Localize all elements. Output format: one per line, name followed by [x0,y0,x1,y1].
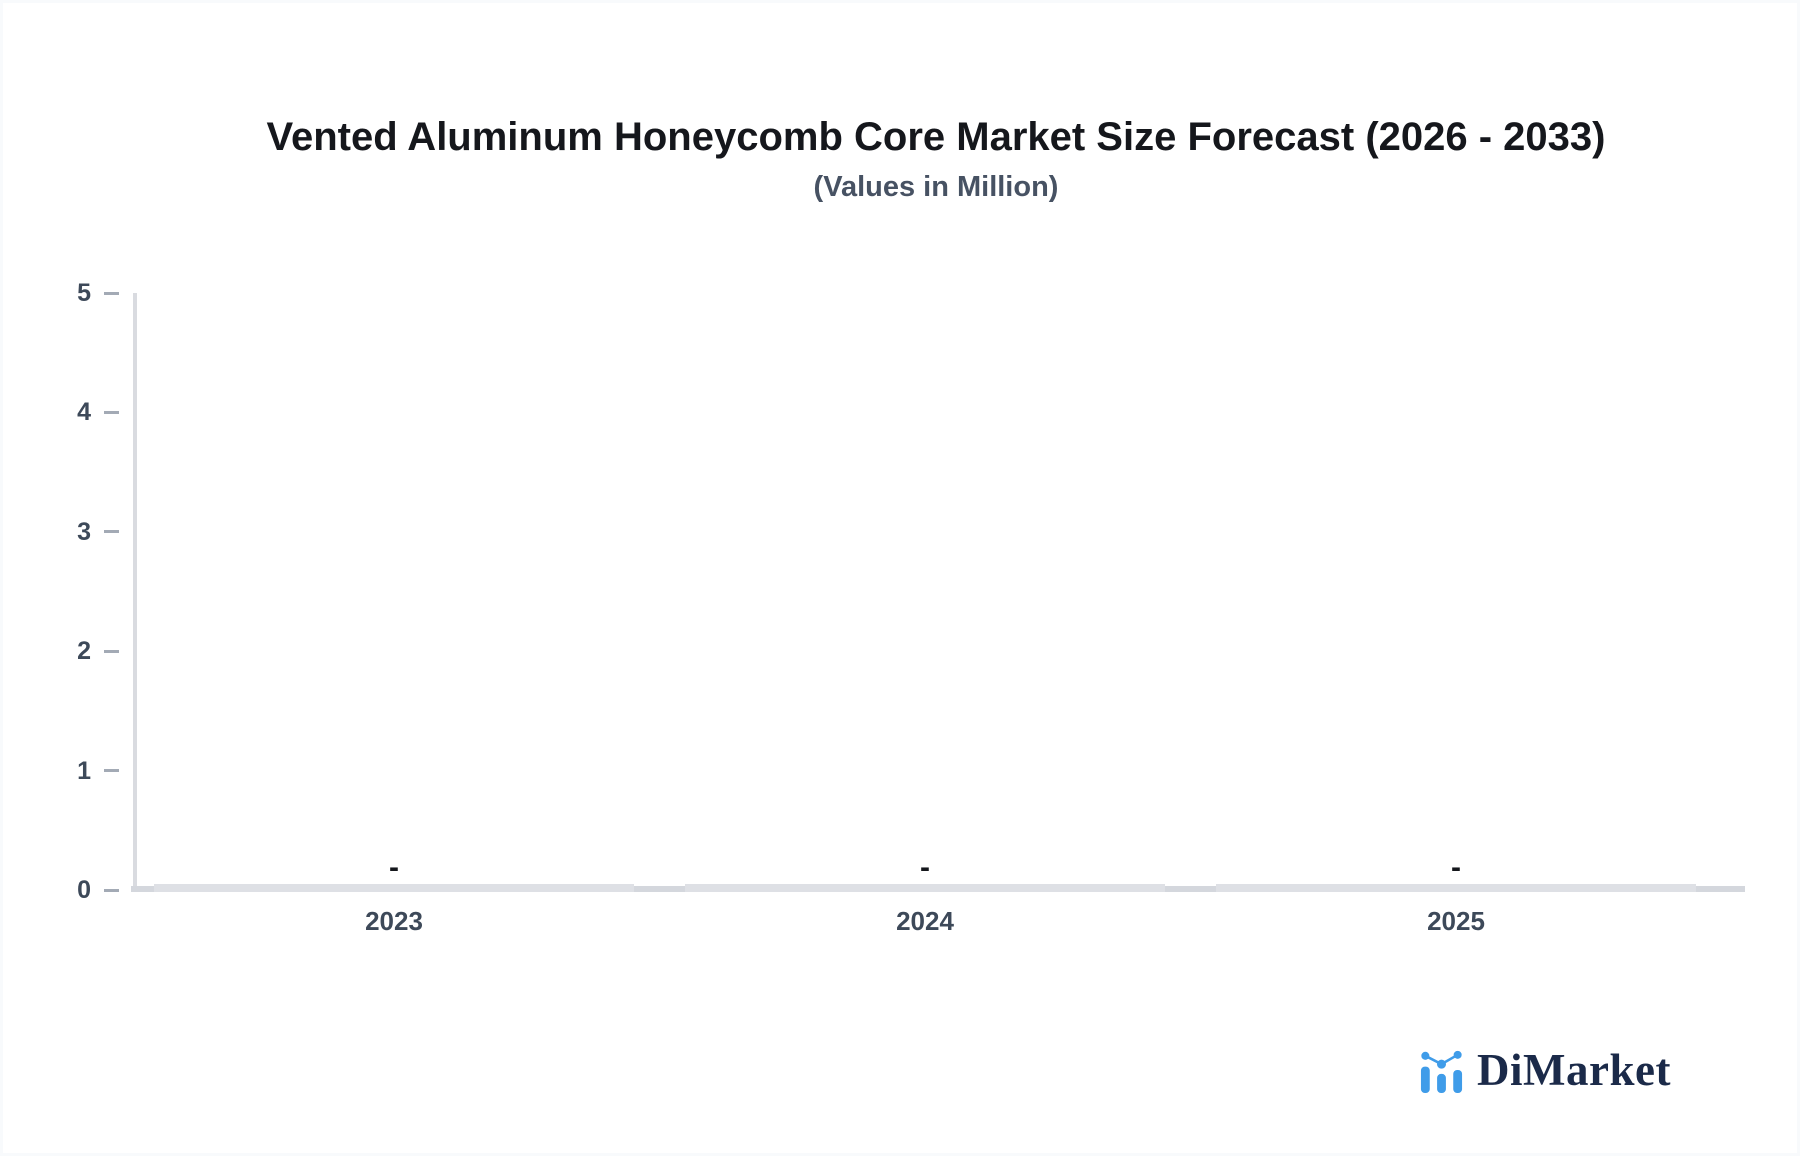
y-tick-label: 2 [77,637,91,666]
bar [685,884,1165,892]
y-tick-mark [104,410,119,414]
y-tick-mark [104,649,119,653]
bar [1216,884,1696,892]
brand-name: DiMarket [1477,1044,1671,1095]
bar [154,884,634,892]
y-tick-mark [104,530,119,534]
y-tick-label: 5 [77,279,91,307]
chart-title: Vented Aluminum Honeycomb Core Market Si… [266,115,1606,159]
bar-value-label: - [1451,851,1461,884]
bar-value-label: - [920,851,930,884]
bar-chart-logo-icon [1420,1050,1463,1093]
y-tick-label: 4 [77,398,91,427]
bar-value-label: - [389,851,399,884]
x-tick-label: 2023 [365,906,423,936]
y-tick-label: 3 [77,517,91,546]
chart-subtitle: (Values in Million) [813,171,1059,203]
y-tick-label: 0 [77,876,91,904]
y-tick-mark [104,291,119,295]
y-tick-mark [104,888,119,892]
brand-logo: DiMarket [1418,1043,1671,1097]
y-tick-mark [104,769,119,773]
x-tick-label: 2024 [896,906,954,936]
x-tick-label: 2025 [1427,906,1485,936]
y-axis-line [133,293,137,892]
y-tick-label: 1 [77,756,91,785]
